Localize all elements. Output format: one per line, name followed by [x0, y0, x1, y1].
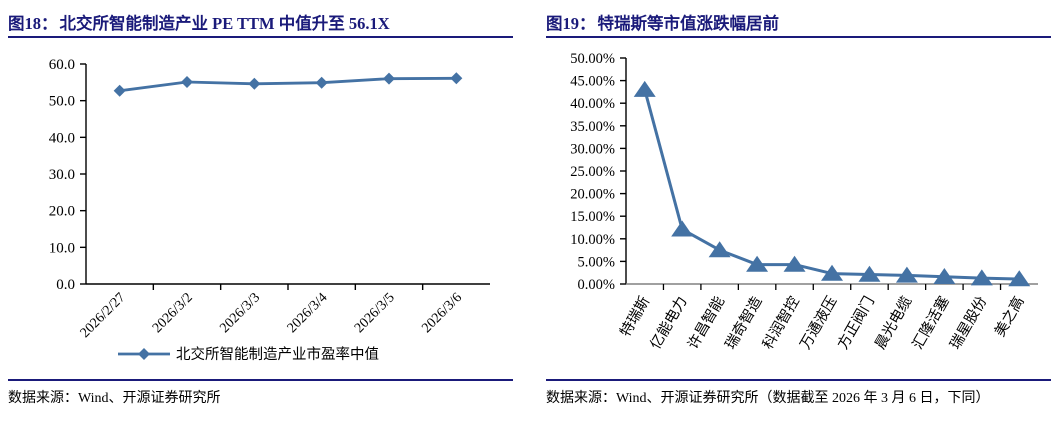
- figure-19-title-number: 图19：: [546, 14, 596, 33]
- x-tick-label: 瑞奇智造: [722, 293, 766, 352]
- data-point-marker: [708, 241, 731, 258]
- x-tick-label: 晨光电缆: [872, 294, 916, 353]
- data-point-marker: [970, 269, 993, 286]
- y-tick-label: 25.00%: [570, 164, 615, 180]
- data-point-marker: [895, 266, 918, 283]
- data-point-marker: [858, 265, 881, 282]
- data-point-marker: [383, 72, 395, 85]
- y-tick-label: 50.0: [49, 94, 75, 110]
- y-tick-label: 20.00%: [570, 187, 615, 203]
- x-tick-label: 亿能电力: [647, 294, 691, 353]
- y-tick-label: 5.00%: [578, 254, 615, 270]
- figure-18-chart: 0.0 10.0 20.0 30.0 40.0 50.0 60.0 2026/2/27 2026…: [0, 44, 517, 374]
- x-tick-label: 特瑞斯: [617, 294, 653, 340]
- x-tick-label: 方正阀门: [834, 294, 878, 353]
- x-tick-label: 2026/3/5: [352, 290, 398, 336]
- figure-19-source-note: 数据来源：Wind、开源证券研究所（数据截至 2026 年 3 月 6 日，下同…: [546, 391, 990, 406]
- data-point-marker: [113, 84, 126, 97]
- x-tick-label: 美之高: [991, 293, 1027, 339]
- series-line: [643, 89, 1020, 281]
- x-tick-label: 2026/3/6: [419, 290, 465, 336]
- data-point-marker: [181, 75, 193, 88]
- y-tick-label: 30.00%: [570, 141, 615, 157]
- x-tick-label: 瑞星股份: [947, 293, 991, 352]
- y-tick-label: 50.00%: [570, 51, 615, 67]
- line-chart-market-cap-change: 0.00% 5.00% 10.00% 15.00% 20.00% 25.00% 30.00%…: [570, 51, 1038, 353]
- x-tick-label: 2026/3/4: [285, 290, 331, 336]
- figure-18-source-note: 数据来源：Wind、开源证券研究所: [8, 391, 221, 406]
- figure-19-chart: 0.00% 5.00% 10.00% 15.00% 20.00% 25.00% 30.00%…: [538, 44, 1055, 374]
- y-tick-label: 40.0: [49, 130, 75, 146]
- figure-19-panel: 图19： 特瑞斯等市值涨跌幅居前 0.00% 5.00% 10.00% 15.00% 20…: [538, 0, 1055, 445]
- x-tick-label: 2026/2/27: [78, 290, 129, 341]
- y-tick-label: 15.00%: [570, 209, 615, 225]
- figure-18-bottom-rule: [8, 379, 513, 381]
- y-tick-label: 20.0: [49, 204, 75, 220]
- figure-19-title-text: 特瑞斯等市值涨跌幅居前: [597, 14, 780, 33]
- figure-18-title-text: 北交所智能制造产业 PE TTM 中值升至 56.1X: [59, 14, 390, 33]
- data-point-marker: [315, 76, 328, 89]
- data-point-marker: [783, 255, 806, 272]
- y-tick-label: 60.0: [49, 57, 75, 73]
- y-tick-label: 0.0: [56, 277, 75, 293]
- figure-19-bottom-rule: [546, 379, 1051, 381]
- data-point-marker: [248, 77, 261, 90]
- data-point-marker: [450, 72, 463, 85]
- line-chart-pe-ttm: 0.0 10.0 20.0 30.0 40.0 50.0 60.0 2026/2/27 2026…: [49, 57, 490, 363]
- y-tick-label: 10.00%: [570, 232, 615, 248]
- figure-18-title-number: 图18：: [8, 14, 58, 33]
- y-tick-label: 35.00%: [570, 119, 615, 135]
- y-tick-label: 30.0: [49, 167, 75, 183]
- data-point-marker: [633, 80, 656, 97]
- y-tick-label: 45.00%: [570, 74, 615, 90]
- figure-18-title: 图18： 北交所智能制造产业 PE TTM 中值升至 56.1X: [8, 10, 513, 34]
- data-point-marker: [933, 267, 956, 284]
- data-point-marker: [671, 220, 694, 237]
- data-point-marker: [746, 255, 769, 272]
- x-tick-label: 2026/3/3: [217, 290, 263, 336]
- series-line: [119, 76, 457, 93]
- y-tick-label: 0.00%: [578, 277, 615, 293]
- legend-marker-icon: [138, 348, 150, 360]
- data-point-marker: [1008, 270, 1031, 287]
- x-tick-label: 2026/3/2: [150, 290, 196, 336]
- figure-19-title: 图19： 特瑞斯等市值涨跌幅居前: [546, 10, 1051, 34]
- data-point-marker: [821, 264, 843, 281]
- legend-label: 北交所智能制造产业市盈率中值: [176, 345, 379, 363]
- figure-19-title-rule: [546, 36, 1051, 38]
- y-tick-label: 40.00%: [570, 96, 615, 112]
- x-tick-label: 科润智控: [759, 294, 803, 353]
- y-tick-label: 10.0: [49, 240, 75, 256]
- figure-18-title-rule: [8, 36, 513, 38]
- figure-18-panel: 图18： 北交所智能制造产业 PE TTM 中值升至 56.1X 0.0 10.0 2…: [0, 0, 517, 445]
- x-tick-label: 万通液压: [797, 294, 841, 353]
- x-tick-label: 许昌智能: [684, 294, 728, 353]
